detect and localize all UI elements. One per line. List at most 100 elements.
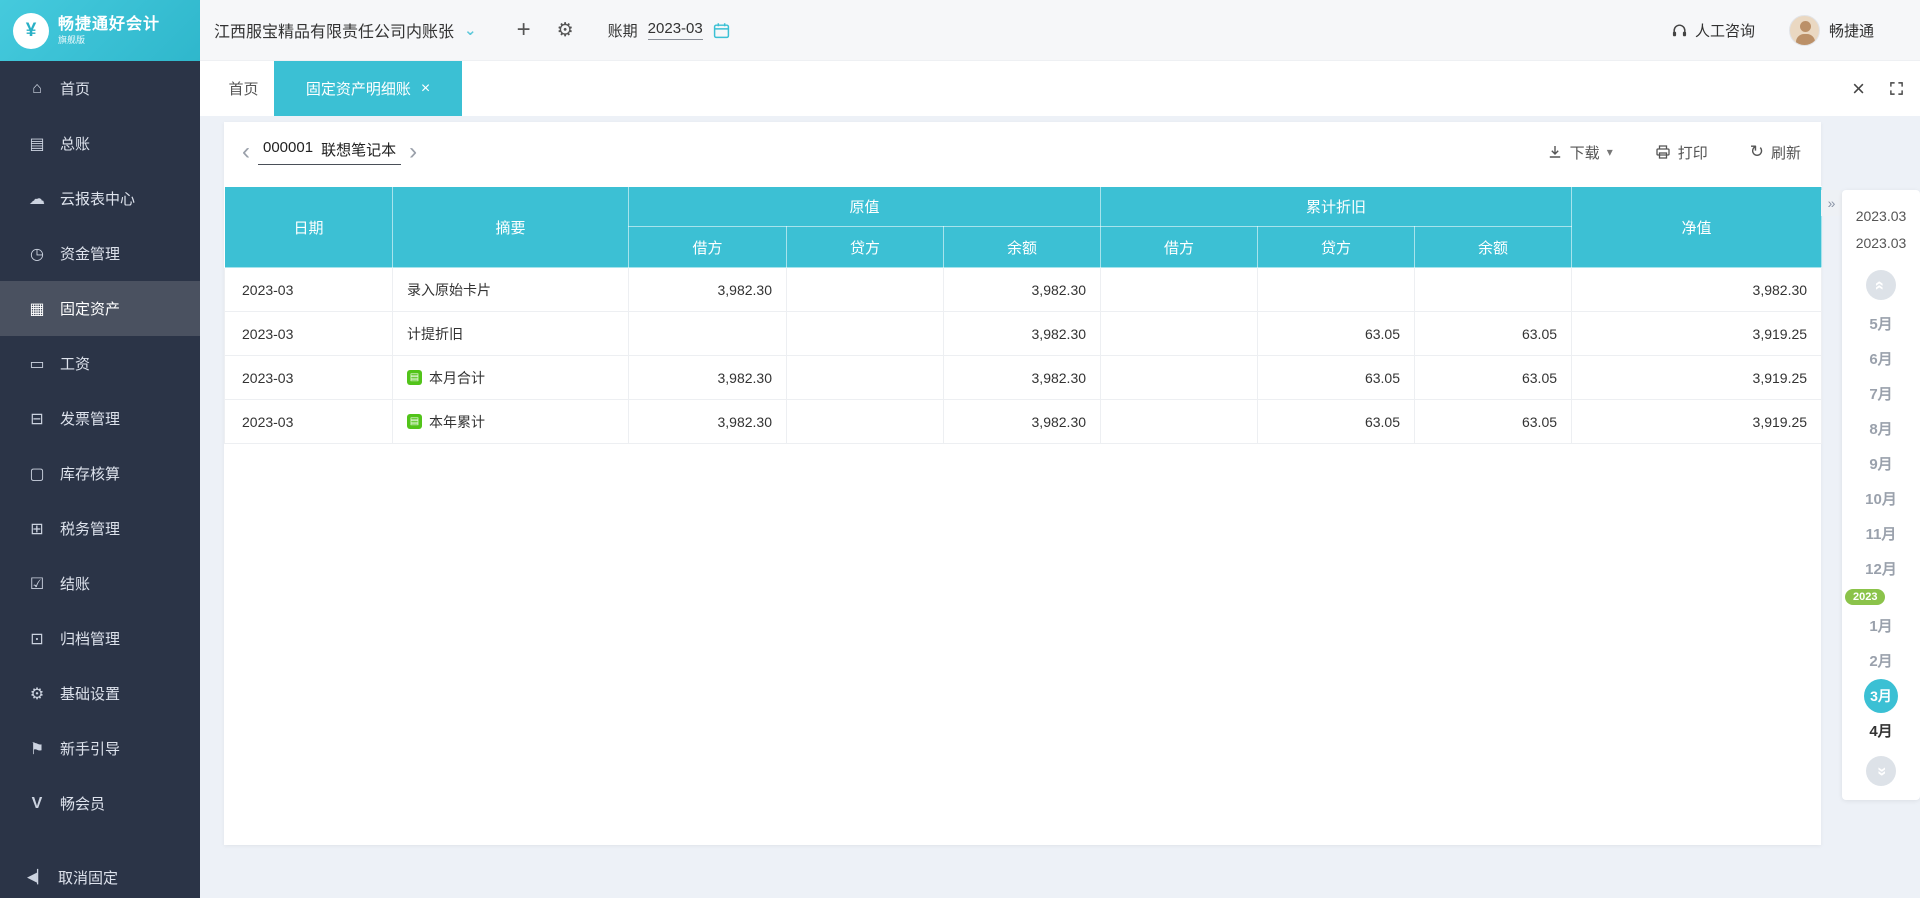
human-support-button[interactable]: 人工咨询 (1671, 20, 1755, 41)
month-item[interactable]: 1月 (1869, 618, 1893, 635)
cell-orig-balance: 3,982.30 (942, 311, 1102, 356)
sidebar-item-funds[interactable]: 资金管理 (0, 226, 200, 281)
cell-dep-balance: 63.05 (1414, 311, 1573, 356)
col-group-accumulated-depreciation: 累计折旧 (1100, 186, 1573, 227)
collapse-period-panel-handle[interactable] (1821, 190, 1842, 216)
col-group-original-value: 原值 (627, 186, 1102, 227)
sidebar-item-member[interactable]: 畅会员 (0, 776, 200, 831)
month-item[interactable]: 9月 (1869, 456, 1893, 473)
sidebar-item-label: 新手引导 (60, 741, 121, 758)
close-all-icon[interactable] (1852, 78, 1865, 100)
company-selector[interactable]: 江西服宝精品有限责任公司内账张 (214, 18, 477, 42)
month-item-current[interactable]: 4月 (1869, 723, 1893, 740)
double-chevron-up-icon (1873, 280, 1890, 289)
unpin-sidebar-button[interactable]: 取消固定 (0, 856, 200, 898)
sidebar-item-label: 畅会员 (60, 796, 106, 813)
print-button[interactable]: 打印 (1655, 142, 1708, 163)
scroll-down-button[interactable] (1866, 756, 1896, 786)
refresh-button[interactable]: 刷新 (1750, 142, 1801, 163)
sidebar-item-invoice[interactable]: 发票管理 (0, 391, 200, 446)
table-row-month-total: 2023-03 本月合计 3,982.30 3,982.30 63.05 (224, 355, 1823, 400)
month-item[interactable]: 8月 (1869, 421, 1893, 438)
accounting-period: 账期 2023-03 (608, 20, 730, 41)
cell-orig-debit: 3,982.30 (628, 355, 787, 400)
sidebar: 首页 总账 云报表中心 资金管理 固定资产 工资 (0, 0, 200, 898)
sidebar-item-payroll[interactable]: 工资 (0, 336, 200, 391)
cell-orig-debit: 3,982.30 (628, 399, 787, 444)
sidebar-item-home[interactable]: 首页 (0, 61, 200, 116)
tab-fixed-asset-ledger[interactable]: 固定资产明细账 (274, 61, 462, 116)
month-item[interactable]: 7月 (1869, 386, 1893, 403)
period-range-start: 2023.03 (1855, 207, 1907, 224)
month-item-selected[interactable]: 3月 (1842, 678, 1920, 713)
cell-orig-debit: 3,982.30 (628, 267, 787, 312)
download-icon (1547, 144, 1563, 160)
download-label: 下载 (1569, 144, 1600, 162)
period-value[interactable]: 2023-03 (647, 20, 703, 40)
month-item[interactable]: 2月 (1869, 653, 1893, 670)
month-item[interactable]: 10月 (1865, 491, 1897, 508)
tab-close-icon[interactable] (421, 81, 430, 97)
print-label: 打印 (1677, 144, 1708, 162)
prev-asset-button[interactable] (234, 140, 258, 164)
cell-date: 2023-03 (224, 311, 393, 356)
sidebar-item-label: 库存核算 (60, 466, 121, 483)
table-row-year-total: 2023-03 本年累计 3,982.30 3,982.30 63.05 (224, 399, 1823, 444)
tab-home[interactable]: 首页 (213, 61, 274, 116)
sidebar-item-archive[interactable]: 归档管理 (0, 611, 200, 666)
cell-summary: 本年累计 (392, 399, 629, 444)
sidebar-item-settings[interactable]: 基础设置 (0, 666, 200, 721)
period-label: 账期 (607, 22, 638, 40)
gear-icon[interactable] (557, 19, 574, 42)
topbar: 江西服宝精品有限责任公司内账张 账期 2023-03 (200, 0, 1920, 61)
cell-date: 2023-03 (224, 399, 393, 444)
cell-date: 2023-03 (224, 267, 393, 312)
sidebar-item-label: 归档管理 (60, 631, 121, 648)
scroll-up-button[interactable] (1866, 270, 1896, 300)
sidebar-item-tax[interactable]: 税务管理 (0, 501, 200, 556)
refresh-icon (1750, 142, 1764, 162)
tax-icon (25, 519, 49, 539)
cell-dep-debit (1100, 355, 1259, 400)
cell-orig-debit (628, 311, 787, 356)
month-item[interactable]: 6月 (1869, 351, 1893, 368)
ledger-toolbar: 000001 联想笔记本 下载 (234, 134, 1801, 170)
ledger-table: 日期 摘要 原值 累计折旧 净值 借方 贷方 余额 借方 贷方 余额 (224, 186, 1823, 444)
sidebar-item-general-ledger[interactable]: 总账 (0, 116, 200, 171)
col-header-credit: 贷方 (1257, 226, 1416, 268)
cell-date: 2023-03 (224, 355, 393, 400)
col-header-balance: 余额 (942, 226, 1102, 268)
app-title: 畅捷通好会计 (58, 16, 161, 34)
app-logo: 畅捷通好会计 旗舰版 (0, 0, 200, 61)
sidebar-item-fixed-assets[interactable]: 固定资产 (0, 281, 200, 336)
consult-label: 人工咨询 (1694, 22, 1755, 40)
table-row: 2023-03 计提折旧 3,982.30 63.05 63.05 3,919.… (224, 311, 1823, 356)
month-item[interactable]: 11月 (1865, 526, 1897, 543)
sidebar-item-label: 总账 (60, 136, 91, 153)
add-account-button[interactable] (517, 18, 531, 42)
asset-name: 联想笔记本 (321, 142, 397, 159)
month-item[interactable]: 5月 (1869, 316, 1893, 333)
cell-dep-credit (1257, 267, 1416, 312)
sidebar-item-guide[interactable]: 新手引导 (0, 721, 200, 776)
unpin-icon (25, 869, 49, 885)
avatar[interactable] (1788, 14, 1820, 46)
guide-icon (25, 739, 49, 759)
calendar-icon[interactable] (713, 22, 730, 39)
asset-selector[interactable]: 000001 联想笔记本 (258, 139, 402, 165)
sidebar-item-inventory[interactable]: 库存核算 (0, 446, 200, 501)
sidebar-item-cloud-reports[interactable]: 云报表中心 (0, 171, 200, 226)
download-button[interactable]: 下载 (1547, 142, 1613, 163)
payroll-icon (25, 354, 49, 374)
sidebar-item-label: 税务管理 (60, 521, 121, 538)
sidebar-item-closing[interactable]: 结账 (0, 556, 200, 611)
cell-orig-balance: 3,982.30 (942, 267, 1102, 312)
col-header-balance: 余额 (1414, 226, 1573, 268)
month-item[interactable]: 12月 (1865, 561, 1897, 578)
next-asset-button[interactable] (401, 140, 425, 164)
fullscreen-icon[interactable] (1889, 81, 1904, 96)
sidebar-item-label: 基础设置 (60, 686, 121, 703)
unpin-label: 取消固定 (58, 869, 119, 887)
user-name[interactable]: 畅捷通 (1828, 22, 1874, 40)
